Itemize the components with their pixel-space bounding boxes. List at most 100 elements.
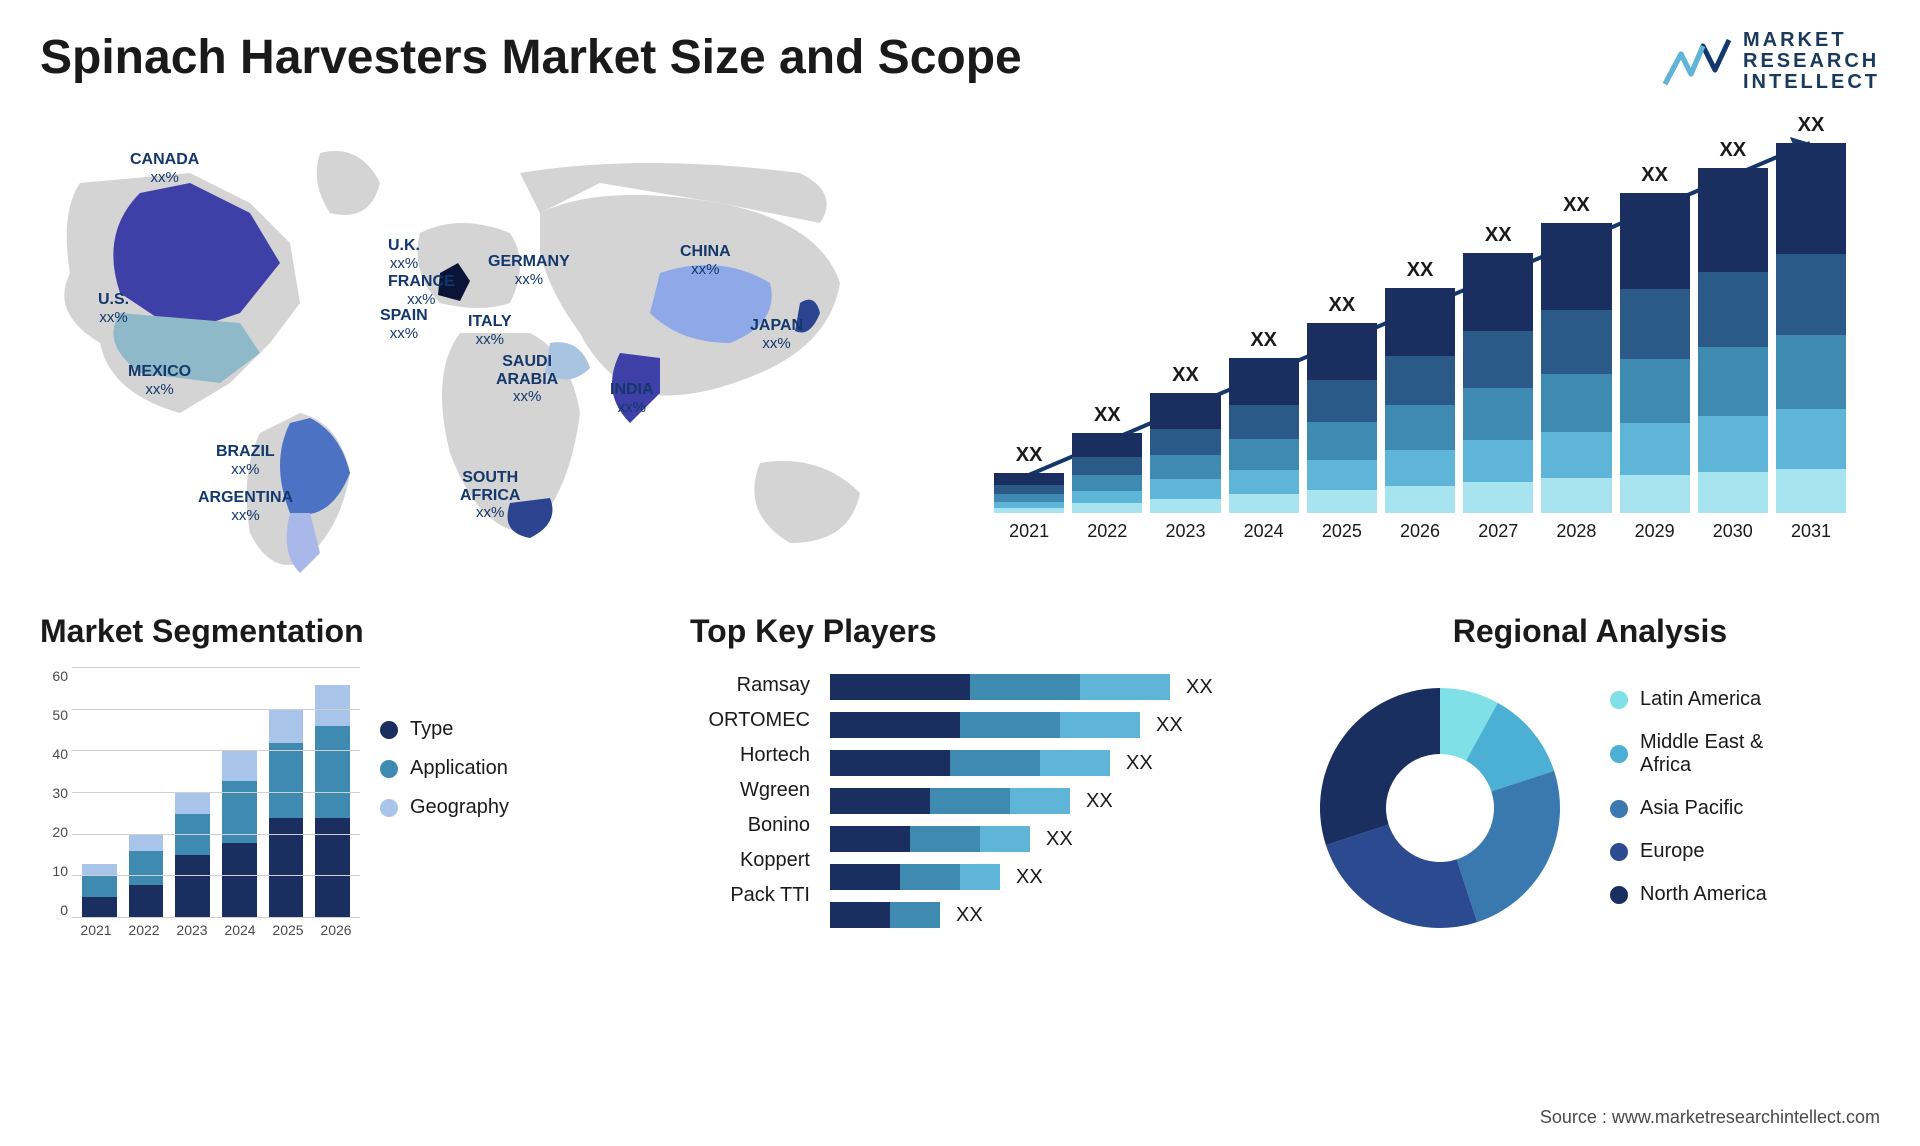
- logo-icon: [1663, 36, 1733, 88]
- growth-bar-2029: XX: [1620, 164, 1690, 513]
- regional-legend: Latin America Middle East &Africa Asia Pac…: [1610, 668, 1880, 948]
- growth-year-2023: 2023: [1150, 521, 1220, 542]
- map-label-south-africa: SOUTHAFRICAxx%: [460, 469, 520, 522]
- seg-bar-2023: [175, 793, 210, 918]
- brand-logo: MARKET RESEARCH INTELLECT: [1663, 30, 1880, 93]
- map-label-u-s-: U.S.xx%: [98, 291, 129, 326]
- growth-year-2027: 2027: [1463, 521, 1533, 542]
- map-label-italy: ITALYxx%: [468, 313, 512, 348]
- logo-line1: MARKET: [1743, 30, 1880, 51]
- growth-bar-2026: XX: [1385, 259, 1455, 513]
- map-label-argentina: ARGENTINAxx%: [198, 489, 293, 524]
- growth-bar-2028: XX: [1541, 194, 1611, 513]
- growth-year-2029: 2029: [1620, 521, 1690, 542]
- map-label-china: CHINAxx%: [680, 243, 731, 278]
- map-label-germany: GERMANYxx%: [488, 253, 570, 288]
- players-title: Top Key Players: [690, 613, 1270, 650]
- growth-year-2022: 2022: [1072, 521, 1142, 542]
- regional-legend-latin-america: Latin America: [1610, 688, 1880, 711]
- growth-year-2025: 2025: [1307, 521, 1377, 542]
- seg-year-2026: 2026: [312, 922, 360, 948]
- growth-label-2024: XX: [1250, 329, 1277, 352]
- growth-year-2024: 2024: [1229, 521, 1299, 542]
- growth-bar-2022: XX: [1072, 404, 1142, 513]
- donut-slice-europe: [1326, 825, 1477, 928]
- growth-label-2029: XX: [1641, 164, 1668, 187]
- map-label-canada: CANADAxx%: [130, 151, 199, 186]
- growth-year-2028: 2028: [1541, 521, 1611, 542]
- growth-bar-2031: XX: [1776, 114, 1846, 513]
- seg-legend-application: Application: [380, 757, 660, 780]
- regional-title: Regional Analysis: [1300, 613, 1880, 650]
- world-map-panel: CANADAxx% U.S.xx% MEXICOxx% BRAZILxx% ARGENT…: [40, 113, 920, 583]
- seg-year-2021: 2021: [72, 922, 120, 948]
- player-name-ramsay: Ramsay: [690, 674, 810, 697]
- map-label-japan: JAPANxx%: [750, 317, 803, 352]
- segmentation-chart: 0102030405060 202120222023202420252026: [40, 668, 360, 948]
- player-row-ortomec: XX: [830, 712, 1270, 738]
- growth-bar-2025: XX: [1307, 294, 1377, 513]
- seg-year-2023: 2023: [168, 922, 216, 948]
- segmentation-panel: Market Segmentation 0102030405060 202120…: [40, 613, 660, 948]
- growth-label-2023: XX: [1172, 364, 1199, 387]
- growth-bar-2030: XX: [1698, 139, 1768, 513]
- seg-year-2025: 2025: [264, 922, 312, 948]
- player-row-ramsay: XX: [830, 674, 1270, 700]
- growth-bar-2027: XX: [1463, 224, 1533, 513]
- seg-legend-type: Type: [380, 718, 660, 741]
- segmentation-title: Market Segmentation: [40, 613, 660, 650]
- regional-donut: [1300, 668, 1580, 948]
- map-label-spain: SPAINxx%: [380, 307, 428, 342]
- map-label-u-k-: U.K.xx%: [388, 237, 420, 272]
- regional-legend-north-america: North America: [1610, 883, 1880, 906]
- map-label-india: INDIAxx%: [610, 381, 654, 416]
- player-name-wgreen: Wgreen: [690, 779, 810, 802]
- seg-bar-2026: [315, 685, 350, 918]
- regional-legend-asia-pacific: Asia Pacific: [1610, 797, 1880, 820]
- seg-bar-2024: [222, 751, 257, 918]
- player-name-koppert: Koppert: [690, 849, 810, 872]
- regional-panel: Regional Analysis Latin America Middle Ea…: [1300, 613, 1880, 948]
- growth-label-2031: XX: [1798, 114, 1825, 137]
- regional-legend-europe: Europe: [1610, 840, 1880, 863]
- player-row-bonino: XX: [830, 826, 1270, 852]
- segmentation-legend: Type Application Geography: [380, 668, 660, 948]
- player-row-hortech: XX: [830, 750, 1270, 776]
- player-row-koppert: XX: [830, 864, 1270, 890]
- growth-chart: XX XX XX XX XX XX XX XX XX XX XX 2021 2022 2023 2024 2…: [960, 113, 1880, 583]
- donut-slice-asia-pacific: [1457, 771, 1560, 922]
- map-label-brazil: BRAZILxx%: [216, 443, 275, 478]
- seg-year-2024: 2024: [216, 922, 264, 948]
- regional-legend-middle-east-africa: Middle East &Africa: [1610, 731, 1880, 777]
- growth-bar-2024: XX: [1229, 329, 1299, 513]
- growth-label-2025: XX: [1329, 294, 1356, 317]
- map-label-mexico: MEXICOxx%: [128, 363, 191, 398]
- growth-bar-2023: XX: [1150, 364, 1220, 513]
- page-title: Spinach Harvesters Market Size and Scope: [40, 30, 1022, 85]
- seg-bar-2025: [269, 710, 304, 918]
- player-name-bonino: Bonino: [690, 814, 810, 837]
- source-text: Source : www.marketresearchintellect.com: [1540, 1107, 1880, 1128]
- growth-label-2021: XX: [1016, 444, 1043, 467]
- growth-label-2026: XX: [1407, 259, 1434, 282]
- map-label-saudi-arabia: SAUDIARABIAxx%: [496, 353, 558, 406]
- players-panel: Top Key Players RamsayORTOMECHortechWgre…: [690, 613, 1270, 948]
- growth-bar-2021: XX: [994, 444, 1064, 513]
- seg-bar-2021: [82, 864, 117, 918]
- growth-label-2030: XX: [1719, 139, 1746, 162]
- growth-year-2030: 2030: [1698, 521, 1768, 542]
- seg-legend-geography: Geography: [380, 796, 660, 819]
- player-name-pack-tti: Pack TTI: [690, 884, 810, 907]
- player-row-pack-tti: XX: [830, 902, 1270, 928]
- donut-slice-north-america: [1320, 688, 1440, 845]
- seg-year-2022: 2022: [120, 922, 168, 948]
- growth-label-2022: XX: [1094, 404, 1121, 427]
- growth-year-2021: 2021: [994, 521, 1064, 542]
- player-row-wgreen: XX: [830, 788, 1270, 814]
- logo-line2: RESEARCH: [1743, 51, 1880, 72]
- growth-label-2028: XX: [1563, 194, 1590, 217]
- player-name-hortech: Hortech: [690, 744, 810, 767]
- logo-line3: INTELLECT: [1743, 72, 1880, 93]
- growth-year-2026: 2026: [1385, 521, 1455, 542]
- map-label-france: FRANCExx%: [388, 273, 455, 308]
